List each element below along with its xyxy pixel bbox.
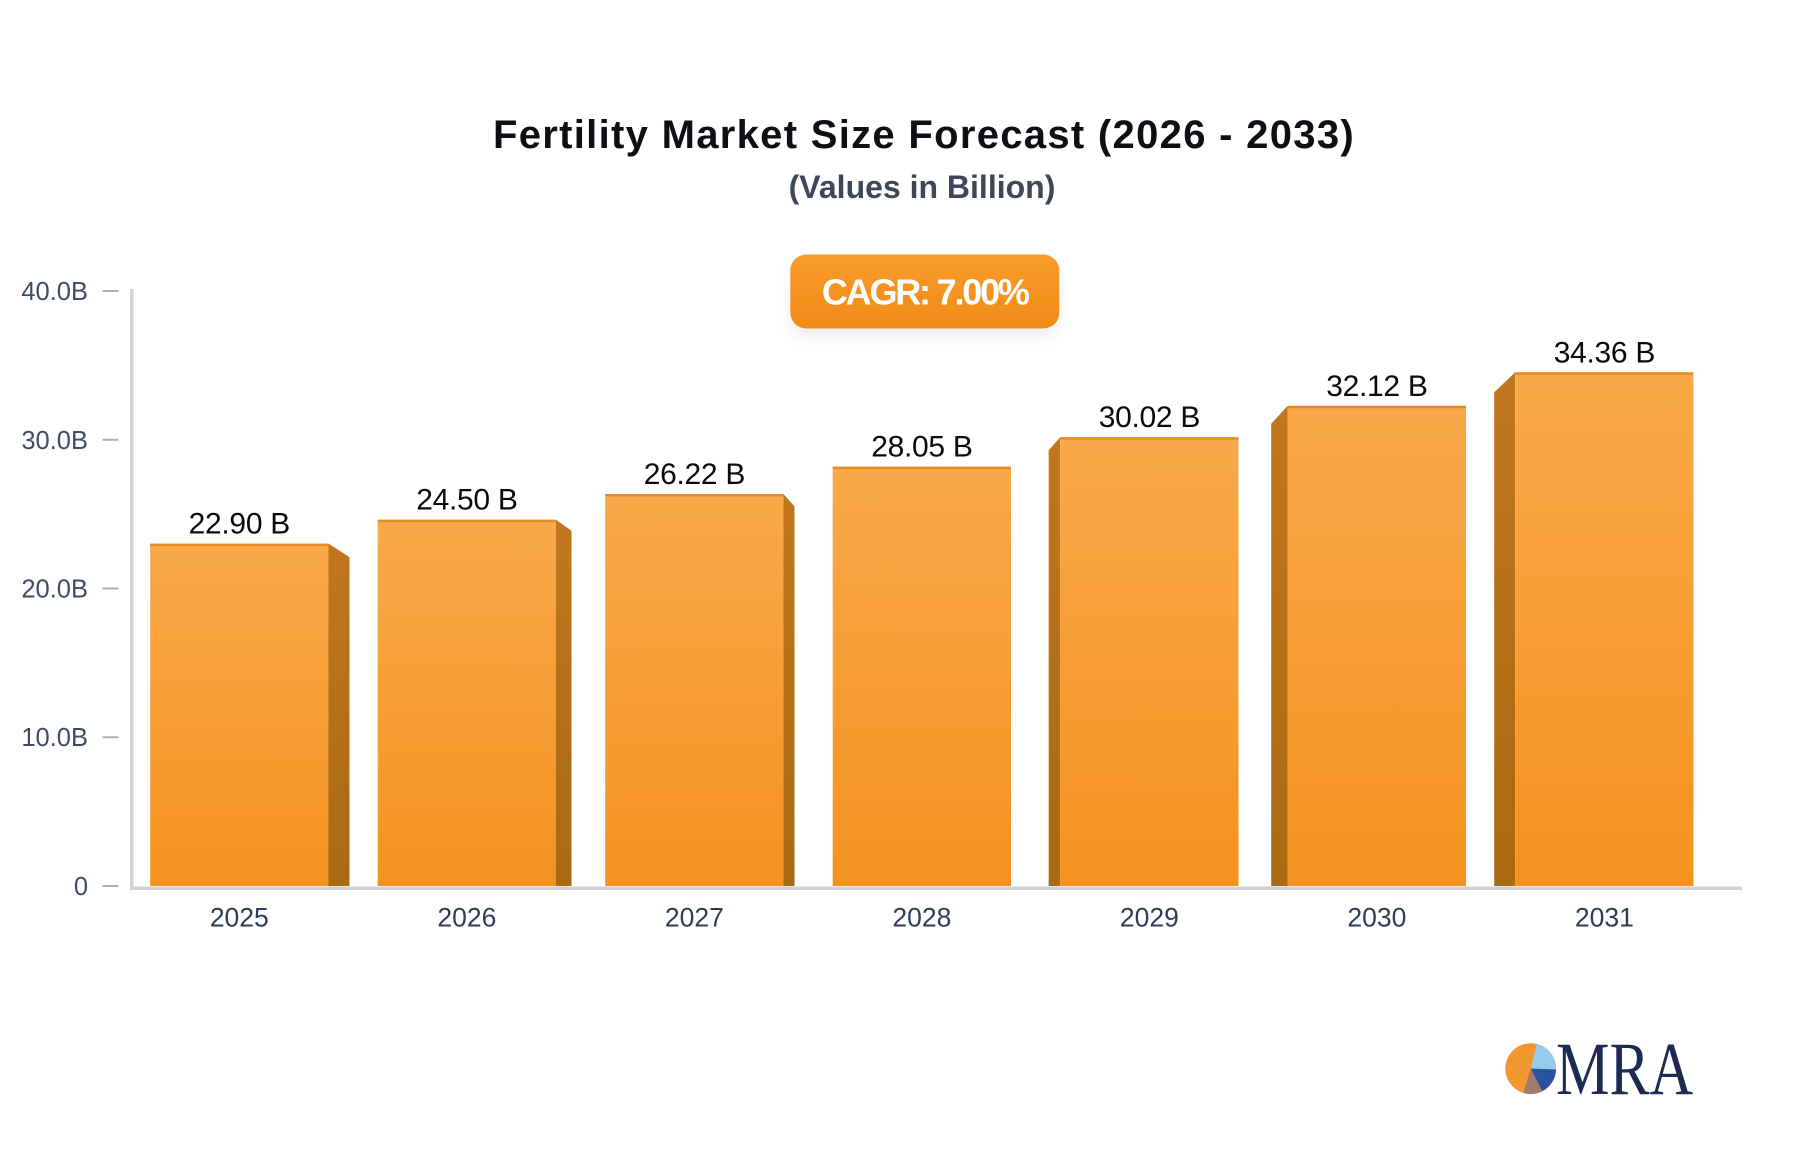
svg-text:28.05 B: 28.05 B: [871, 431, 972, 464]
svg-text:26.22 B: 26.22 B: [644, 458, 745, 491]
svg-text:(Values in Billion): (Values in Billion): [789, 169, 1056, 205]
svg-text:32.12 B: 32.12 B: [1326, 370, 1427, 403]
svg-text:MRA: MRA: [1556, 1028, 1693, 1111]
svg-text:34.36 B: 34.36 B: [1554, 336, 1655, 369]
svg-text:2029: 2029: [1120, 903, 1179, 933]
svg-text:10.0B: 10.0B: [21, 724, 88, 752]
svg-text:2025: 2025: [210, 903, 269, 933]
svg-text:0: 0: [74, 873, 88, 901]
svg-text:2030: 2030: [1347, 903, 1406, 933]
svg-text:2031: 2031: [1575, 903, 1634, 933]
svg-text:2028: 2028: [892, 903, 951, 933]
svg-text:20.0B: 20.0B: [21, 576, 88, 604]
svg-text:30.0B: 30.0B: [21, 427, 88, 455]
svg-text:Fertility Market Size Forecast: Fertility Market Size Forecast (2026 - 2…: [493, 113, 1355, 157]
svg-text:2026: 2026: [437, 903, 496, 933]
svg-text:40.0B: 40.0B: [21, 278, 88, 306]
svg-text:CAGR: 7.00%: CAGR: 7.00%: [822, 272, 1030, 313]
svg-text:24.50 B: 24.50 B: [416, 484, 517, 517]
svg-text:2027: 2027: [665, 903, 724, 933]
svg-text:30.02 B: 30.02 B: [1099, 401, 1200, 434]
svg-text:22.90 B: 22.90 B: [189, 508, 290, 541]
